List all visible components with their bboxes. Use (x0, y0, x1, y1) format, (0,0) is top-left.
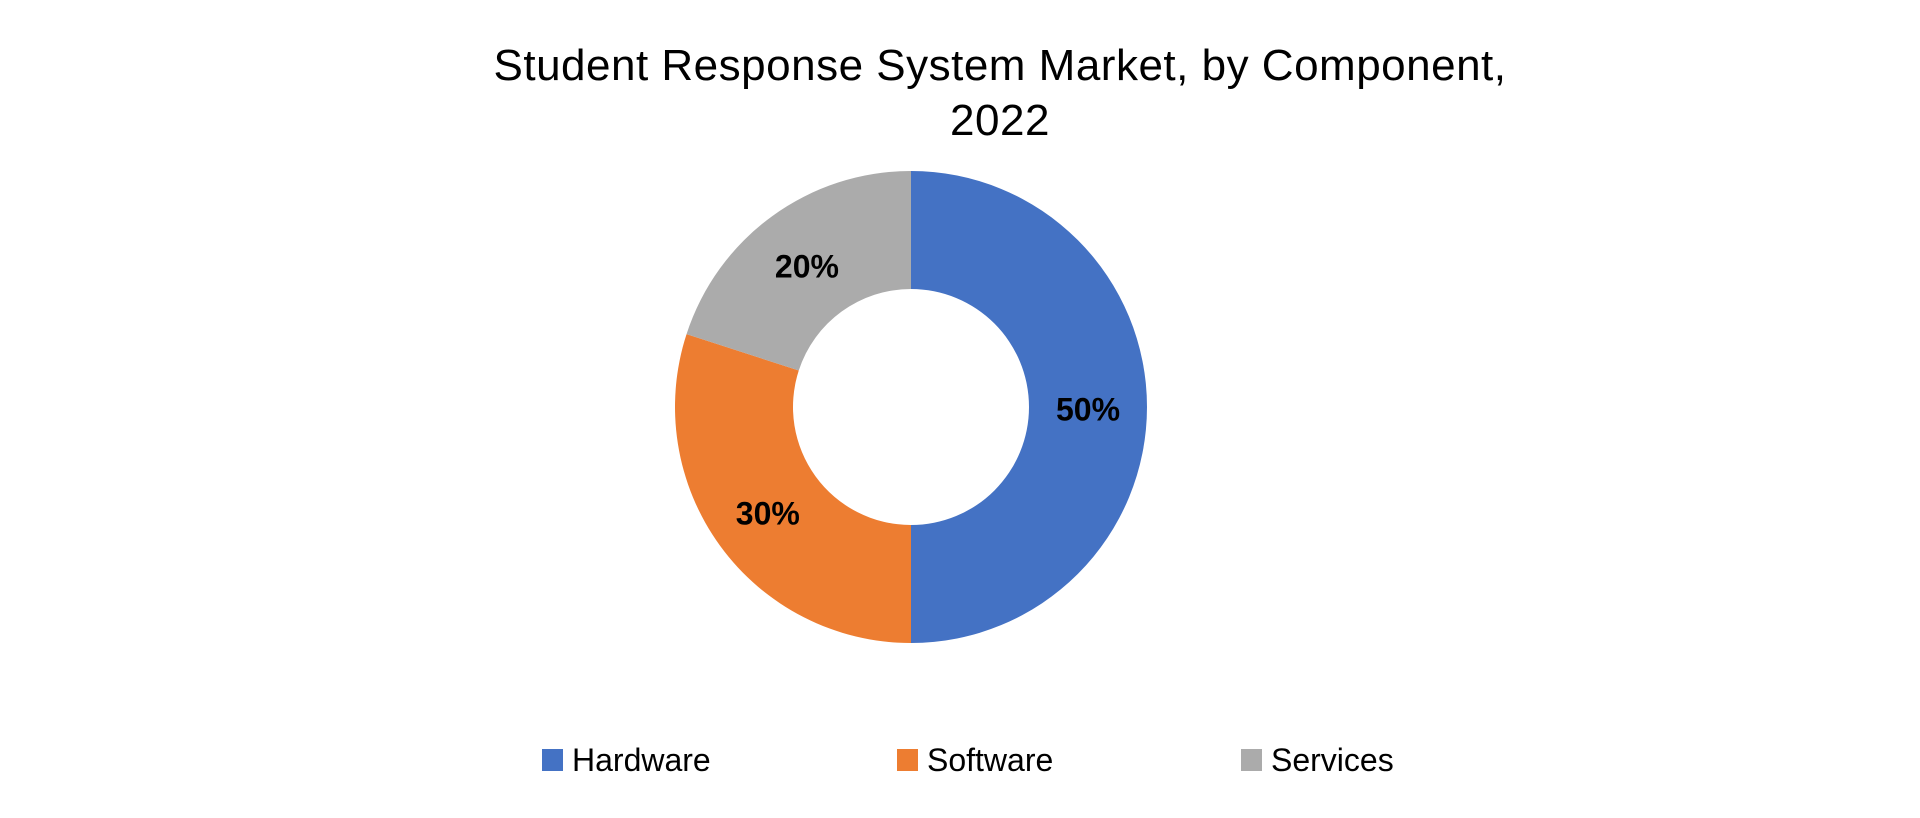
legend-label-hardware: Hardware (572, 742, 711, 778)
legend-swatch-hardware-icon (542, 749, 563, 771)
donut-plot-area: 50% 30% 20% (675, 171, 1147, 643)
legend-label-services: Services (1271, 742, 1394, 778)
donut-slice-services (686, 171, 911, 371)
legend-item-services: Services (1241, 742, 1394, 778)
chart-title-line-2: 2022 (950, 96, 1050, 145)
donut-slice-software (675, 334, 911, 643)
legend-item-software: Software (897, 742, 1054, 778)
slice-label-software: 30% (735, 495, 800, 532)
slice-label-services: 20% (774, 248, 839, 285)
chart-title: Student Response System Market, by Compo… (80, 38, 1920, 148)
legend-item-hardware: Hardware (542, 742, 711, 778)
donut-chart (675, 171, 1147, 643)
chart-title-line-1: Student Response System Market, by Compo… (493, 41, 1507, 90)
legend-swatch-services-icon (1241, 749, 1262, 771)
slice-label-hardware: 50% (1055, 391, 1121, 428)
legend: Hardware Software Services (0, 742, 1920, 778)
legend-swatch-software-icon (897, 749, 918, 771)
donut-slice-hardware (911, 171, 1147, 643)
legend-label-software: Software (927, 742, 1054, 778)
